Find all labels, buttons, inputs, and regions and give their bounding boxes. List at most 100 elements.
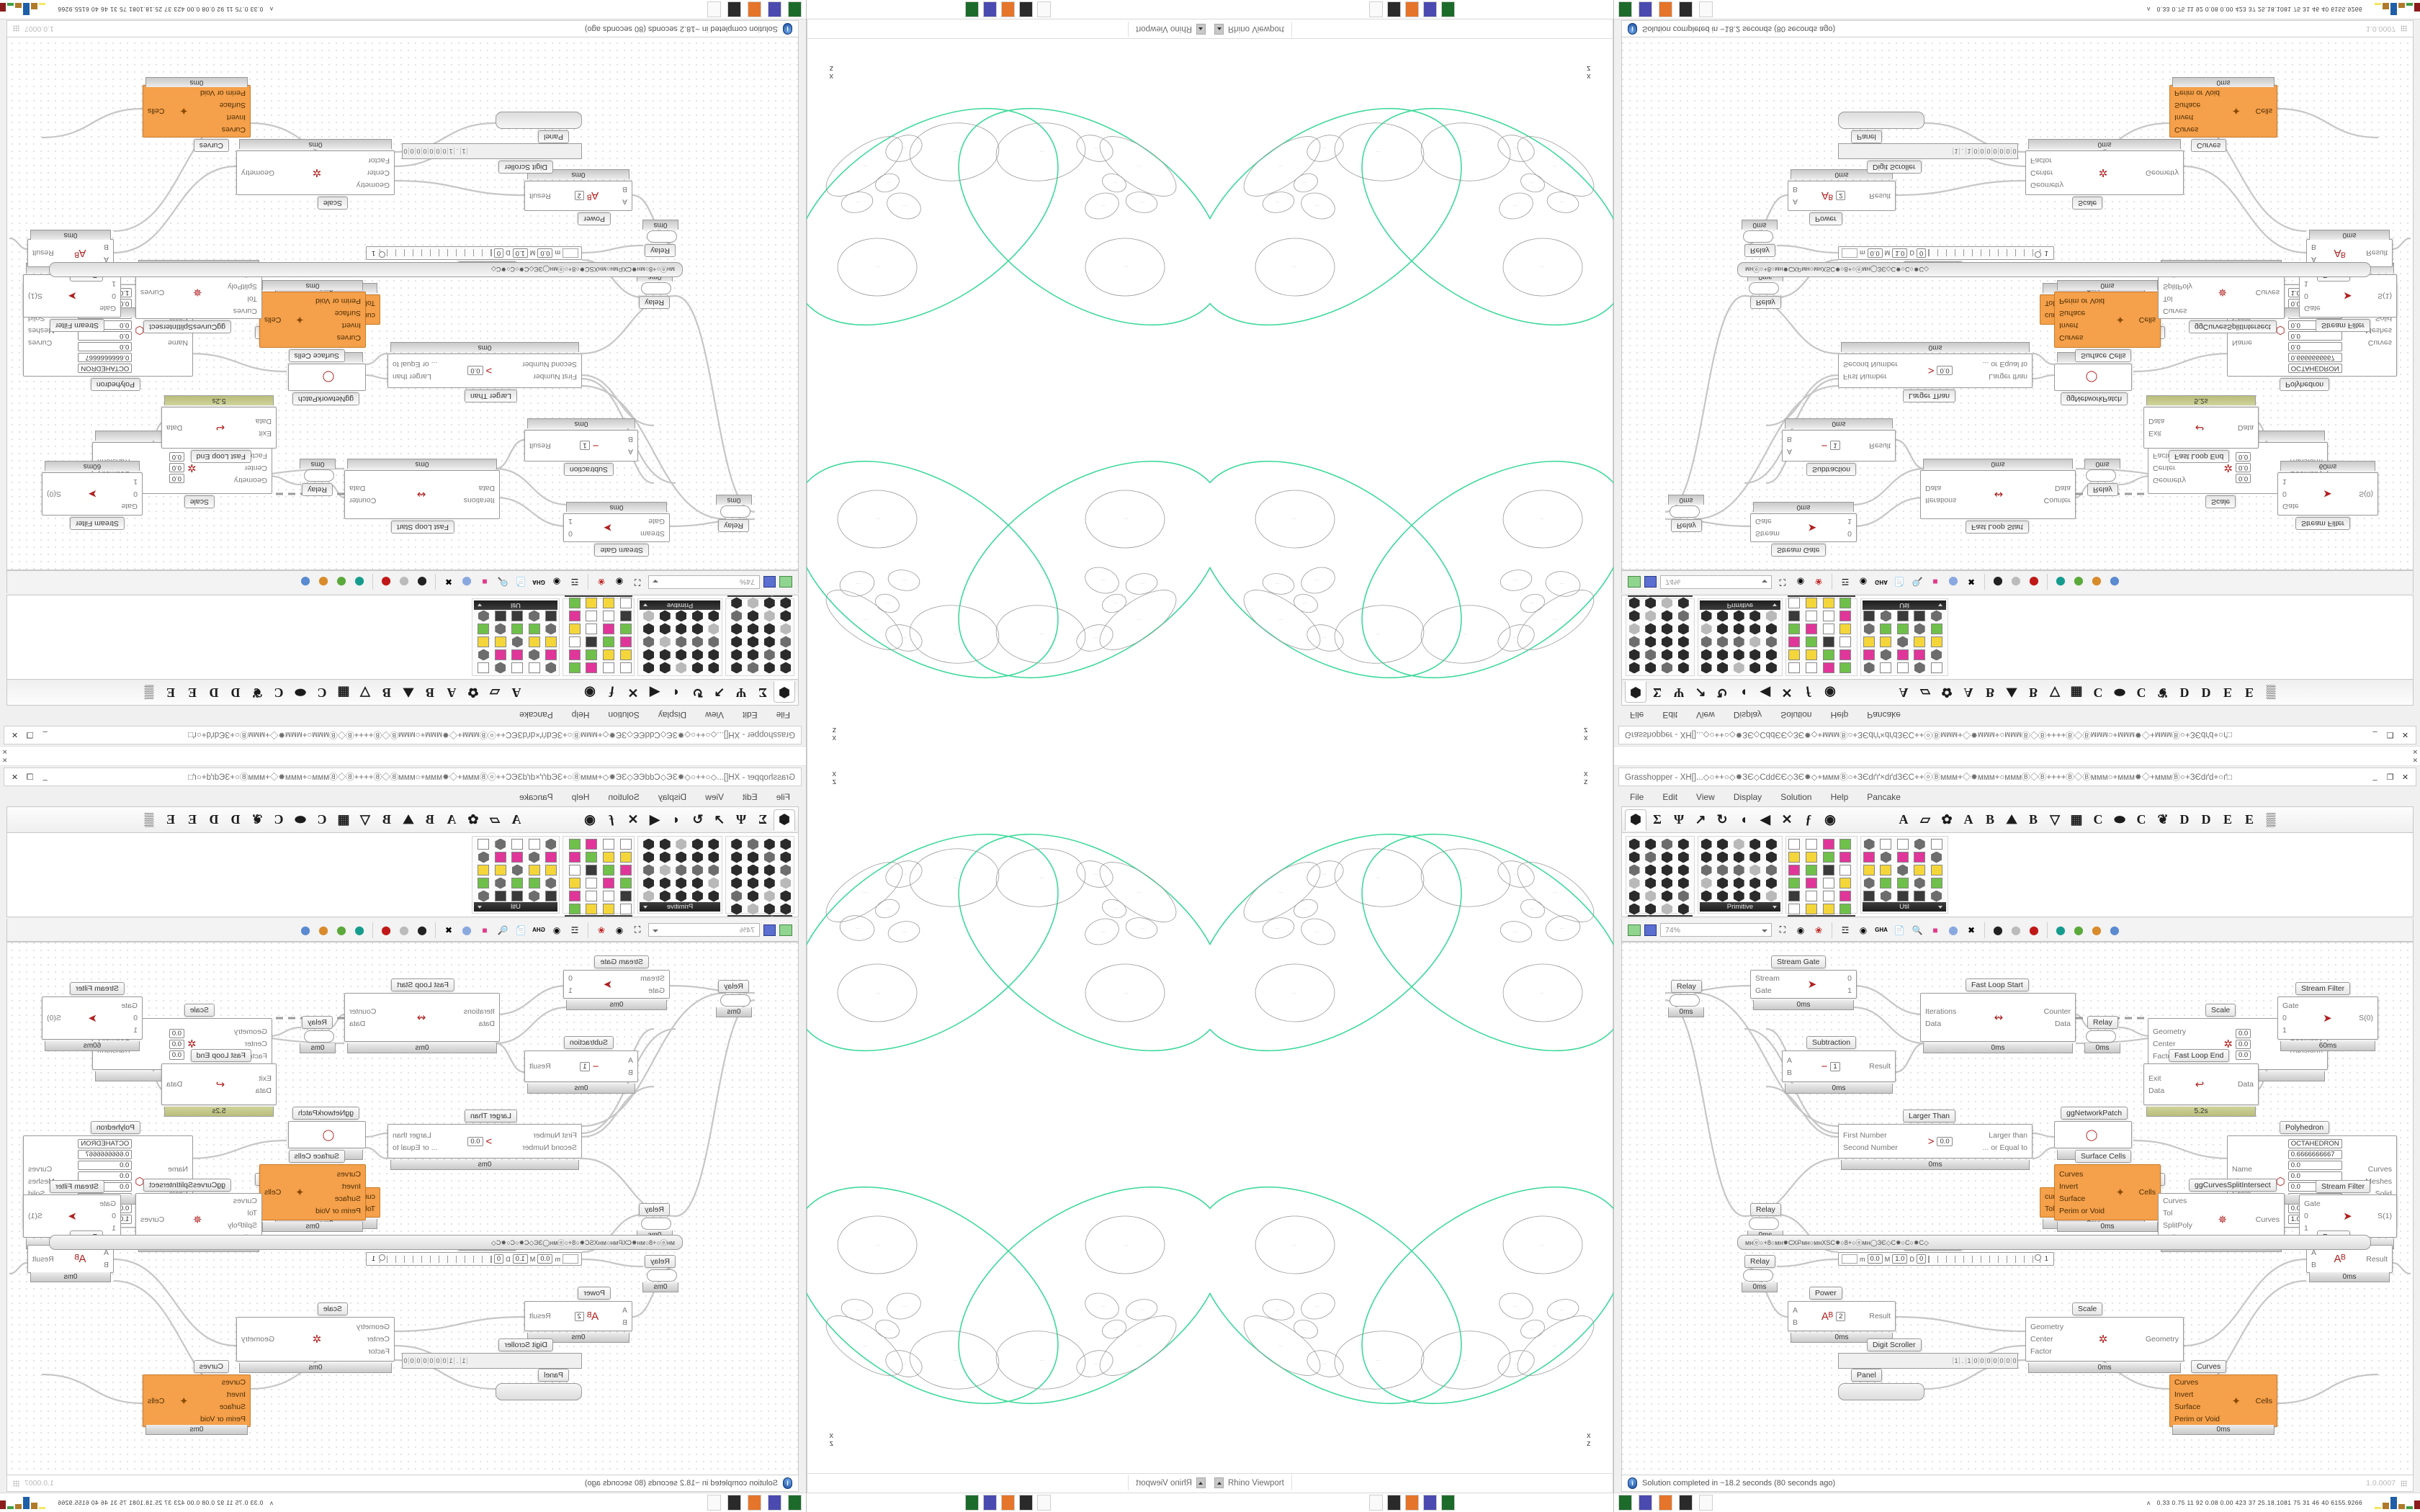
ribbon-params-tab[interactable]: ⬢ [1625,809,1646,831]
shade-red-icon[interactable]: ⬤ [379,922,393,938]
component-input-2[interactable]: SplitPoly [2163,282,2192,291]
maximize-button[interactable]: ❐ [24,729,36,741]
ribbon-surface-tab[interactable]: ◖ [1733,682,1754,703]
component-icon[interactable] [1805,636,1818,648]
titlebar[interactable]: Grasshopper - XH[]...◇○++○◇✹ЗЄ◇՗СԁԁЄЄ◇ЗЄ… [1618,768,2416,786]
component-name-label[interactable]: ggCurvesSplitIntersect [2189,320,2277,333]
component-icon[interactable] [747,636,760,648]
component-name-label[interactable]: Subtraction [1806,463,1856,476]
component-input-2[interactable]: Surface [220,1403,246,1411]
component-name-label[interactable]: Stream Gate [594,544,649,557]
relay-component[interactable] [641,1218,671,1230]
calculator-icon-2[interactable] [707,1495,721,1511]
component-input-0[interactable]: Geometry [357,1323,390,1331]
ribbon-panel-label-input[interactable]: Input [565,915,632,917]
component-name-label[interactable]: Stream Filter [50,319,104,332]
preview-blue-icon[interactable]: ⬤ [298,922,313,938]
component-icon[interactable] [675,662,688,674]
component-icon[interactable] [1879,649,1892,661]
component-icon[interactable] [568,623,581,635]
component-icon[interactable] [586,864,599,876]
component-output-0[interactable]: Result [1869,1062,1891,1071]
component-icon[interactable] [1732,636,1745,648]
digit-cell[interactable]: 0 [2004,1357,2011,1364]
component-output-1[interactable]: Data [349,1020,365,1028]
firefox-icon-2[interactable] [748,1495,761,1511]
component-icon[interactable] [1628,649,1641,661]
component-icon[interactable] [1644,877,1657,889]
component-icon[interactable] [1788,597,1801,609]
digit-cell[interactable]: 1 [461,1357,467,1364]
component-input-1[interactable]: Center [244,464,267,472]
ribbon-vector-tab[interactable]: ↗ [709,682,730,703]
component-icon[interactable] [1628,610,1641,622]
component-icon[interactable] [1805,851,1818,863]
save64-icon-2[interactable] [1639,1495,1652,1511]
resize-grip[interactable] [13,1480,19,1487]
component-icon[interactable] [747,851,760,863]
relay-component[interactable] [1743,230,1773,243]
component-output-0[interactable]: Result [529,1062,551,1071]
digit-cell[interactable]: 0 [1985,1357,1991,1364]
component-input-1[interactable]: Invert [342,1182,361,1191]
digit-cell[interactable]: 0 [1978,148,1985,155]
component-icon[interactable] [568,636,581,648]
component-icon[interactable] [1896,864,1909,876]
component-output-0[interactable]: S(1) [2378,292,2392,300]
ribbon-plugin-b2-tab[interactable]: B [376,809,398,831]
menu-item-file[interactable]: File [1630,792,1644,802]
component-icon[interactable] [568,851,581,863]
digit-scroller[interactable]: 1.10000000 [402,1353,582,1369]
preview-teal-icon[interactable]: ⬤ [352,575,367,590]
component-output-1[interactable]: 1 [568,986,573,995]
grasshopper-window[interactable]: ✕ Grasshopper - XH[]...◇○++○◇✹ЗЄ◇՗СԁԁЄЄ◇… [1613,756,2420,1512]
component-icon[interactable] [658,636,671,648]
component-field-0[interactable]: OCTAHEDRON [78,1139,132,1148]
ribbon-panel-label-geometry[interactable]: Geometry [727,915,792,917]
component-input-1[interactable]: Second Number [1843,1143,1898,1152]
component-icon[interactable] [568,864,581,876]
component-icon[interactable] [1822,903,1835,915]
component-icon[interactable] [642,864,655,876]
relay-component[interactable] [2086,469,2116,482]
canvas-panel-strip[interactable]: мнⓞ○+8○мн✹՗СХԲмн○мнХЅ՗С✹○8+○ⓞмн◯ЗЄ◇՗С✹○՗… [1737,1235,2371,1250]
ribbon-plugin-e2-tab[interactable]: E [2238,682,2260,703]
gh-component[interactable]: ◯ [288,1121,366,1148]
rhino-viewport-pane[interactable]: ··· ··· ··· ··· ··· ··· ··· ··· ··· ··· ··· ··· ··· ·… [1210,756,1613,1512]
windows-taskbar[interactable]: ʌ 0.33 0.75 11 92 0.08 0.00 423 37 25.18… [0,1493,806,1512]
component-name-label[interactable]: Scale [318,1302,348,1315]
component-icon[interactable] [1749,877,1762,889]
component-name-label[interactable]: Relay [302,1016,333,1029]
component-field-0[interactable]: 0.0 [169,1029,184,1038]
ribbon-plugin-d-tab[interactable]: D [2174,682,2195,703]
component-input-2[interactable]: 1 [133,1026,138,1035]
component-name-label[interactable]: Scale [184,495,215,508]
close-button[interactable]: ✕ [9,729,21,741]
ribbon-panel-input[interactable]: Input [1785,836,1857,914]
component-icon[interactable] [1716,649,1729,661]
ribbon-plugin-a2-tab[interactable]: A [441,682,462,703]
ribbon-plugin-d2-tab[interactable]: D [203,682,225,703]
component-output-0[interactable]: Result [2366,1255,2388,1264]
component-input-1[interactable]: 0 [2304,1212,2308,1220]
component-input-1[interactable]: B [1787,436,1792,444]
digit-cell[interactable]: 0 [416,1357,422,1364]
preview-blue-icon[interactable]: ⬤ [298,575,313,590]
component-icon[interactable] [528,662,541,674]
preview-green-icon[interactable]: ⬤ [2071,922,2086,938]
component-icon[interactable] [1879,623,1892,635]
component-input-1[interactable]: Data [2148,418,2164,426]
ribbon-plugin-brain-tab[interactable]: ✿ [462,682,484,703]
component-icon[interactable] [1788,662,1801,674]
component-icon[interactable] [1644,838,1657,850]
component-icon[interactable] [779,838,792,850]
component-input-1[interactable]: B [622,186,627,194]
menu-item-view[interactable]: View [1696,792,1715,802]
component-field-2[interactable]: 0.0 [2236,1050,2251,1060]
digit-cell[interactable]: 0 [435,1357,442,1364]
component-icon[interactable] [1765,838,1778,850]
component-icon[interactable] [528,864,541,876]
ribbon-plugin-e2-tab[interactable]: E [160,682,182,703]
component-name-label[interactable]: Subtraction [564,463,614,476]
component-icon[interactable] [1749,890,1762,902]
